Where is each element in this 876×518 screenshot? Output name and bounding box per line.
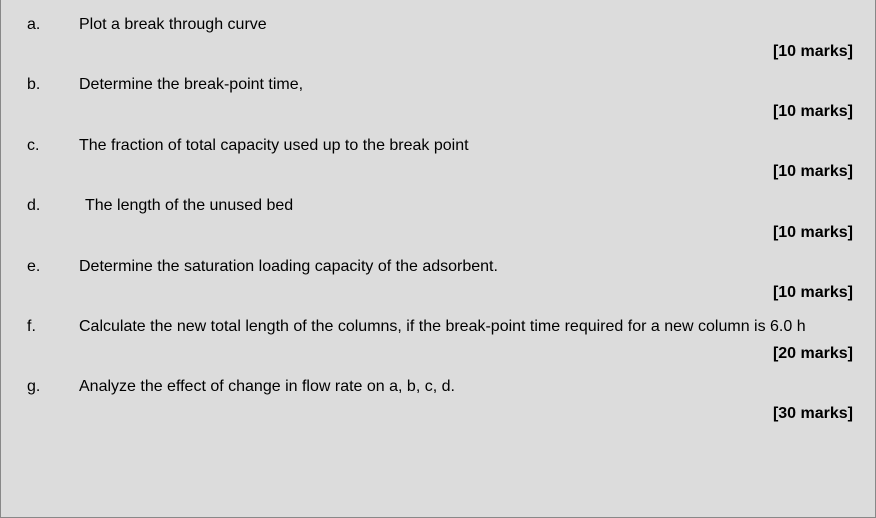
question-text: Calculate the new total length of the co… (61, 314, 855, 340)
question-item: f. Calculate the new total length of the… (21, 314, 855, 368)
question-label: f. (21, 314, 61, 340)
question-text: Analyze the effect of change in flow rat… (61, 374, 855, 400)
question-text: Determine the break-point time, (61, 72, 855, 98)
question-label: g. (21, 374, 61, 400)
question-list: a. Plot a break through curve [10 marks]… (21, 12, 855, 429)
question-text: The fraction of total capacity used up t… (61, 133, 855, 159)
question-marks: [10 marks] (21, 158, 855, 187)
question-item: a. Plot a break through curve [10 marks] (21, 12, 855, 66)
question-marks: [30 marks] (21, 400, 855, 429)
question-label: c. (21, 133, 61, 159)
question-label: b. (21, 72, 61, 98)
question-row: g. Analyze the effect of change in flow … (21, 374, 855, 400)
question-label: a. (21, 12, 61, 38)
question-row: f. Calculate the new total length of the… (21, 314, 855, 340)
question-item: c. The fraction of total capacity used u… (21, 133, 855, 187)
question-text: Plot a break through curve (61, 12, 855, 38)
question-marks: [20 marks] (21, 340, 855, 369)
question-item: b. Determine the break-point time, [10 m… (21, 72, 855, 126)
question-item: e. Determine the saturation loading capa… (21, 254, 855, 308)
question-row: b. Determine the break-point time, (21, 72, 855, 98)
question-marks: [10 marks] (21, 219, 855, 248)
question-label: d. (21, 193, 61, 219)
question-label: e. (21, 254, 61, 280)
question-marks: [10 marks] (21, 279, 855, 308)
question-item: d. The length of the unused bed [10 mark… (21, 193, 855, 247)
question-row: a. Plot a break through curve (21, 12, 855, 38)
question-text: The length of the unused bed (61, 193, 855, 219)
question-marks: [10 marks] (21, 98, 855, 127)
question-text: Determine the saturation loading capacit… (61, 254, 855, 280)
question-row: d. The length of the unused bed (21, 193, 855, 219)
question-row: c. The fraction of total capacity used u… (21, 133, 855, 159)
question-item: g. Analyze the effect of change in flow … (21, 374, 855, 428)
question-marks: [10 marks] (21, 38, 855, 67)
question-row: e. Determine the saturation loading capa… (21, 254, 855, 280)
